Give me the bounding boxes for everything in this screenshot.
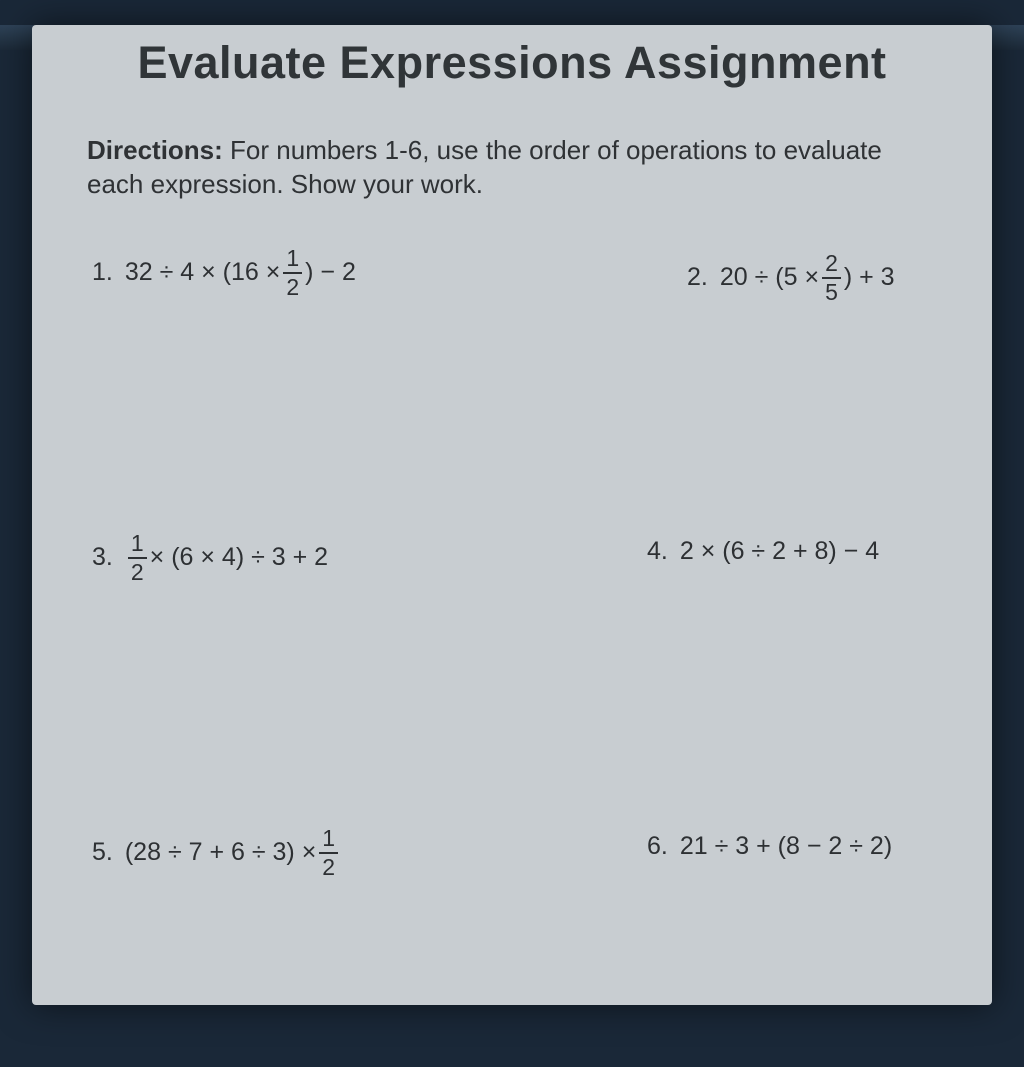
- worksheet-page: Evaluate Expressions Assignment Directio…: [32, 25, 992, 1005]
- problem-5: 5. (28 ÷ 7 + 6 ÷ 3) × 12: [92, 827, 341, 879]
- problem-number: 4.: [647, 537, 668, 566]
- problem-number: 5.: [92, 838, 113, 867]
- problem-expression: 2 × (6 ÷ 2 + 8) − 4: [680, 537, 879, 566]
- problem-6: 6. 21 ÷ 3 + (8 − 2 ÷ 2): [647, 832, 892, 861]
- problem-expression: 12 × (6 × 4) ÷ 3 + 2: [125, 532, 328, 584]
- directions-label: Directions:: [87, 135, 223, 165]
- problem-3: 3. 12 × (6 × 4) ÷ 3 + 2: [92, 532, 328, 584]
- problem-expression: 32 ÷ 4 × (16 × 12) − 2: [125, 247, 356, 299]
- problem-expression: 21 ÷ 3 + (8 − 2 ÷ 2): [680, 832, 892, 861]
- page-title: Evaluate Expressions Assignment: [32, 25, 992, 89]
- problem-number: 3.: [92, 543, 113, 572]
- problem-number: 2.: [687, 263, 708, 292]
- problem-4: 4. 2 × (6 ÷ 2 + 8) − 4: [647, 537, 879, 566]
- fraction: 12: [283, 247, 302, 299]
- directions-text: Directions: For numbers 1-6, use the ord…: [87, 134, 937, 202]
- problem-expression: 20 ÷ (5 × 25) + 3: [720, 252, 895, 304]
- fraction: 12: [319, 827, 338, 879]
- problem-number: 6.: [647, 832, 668, 861]
- problem-1: 1. 32 ÷ 4 × (16 × 12) − 2: [92, 247, 356, 299]
- fraction: 12: [128, 532, 147, 584]
- fraction: 25: [822, 252, 841, 304]
- problem-number: 1.: [92, 258, 113, 287]
- problem-expression: (28 ÷ 7 + 6 ÷ 3) × 12: [125, 827, 341, 879]
- problem-2: 2. 20 ÷ (5 × 25) + 3: [687, 252, 895, 304]
